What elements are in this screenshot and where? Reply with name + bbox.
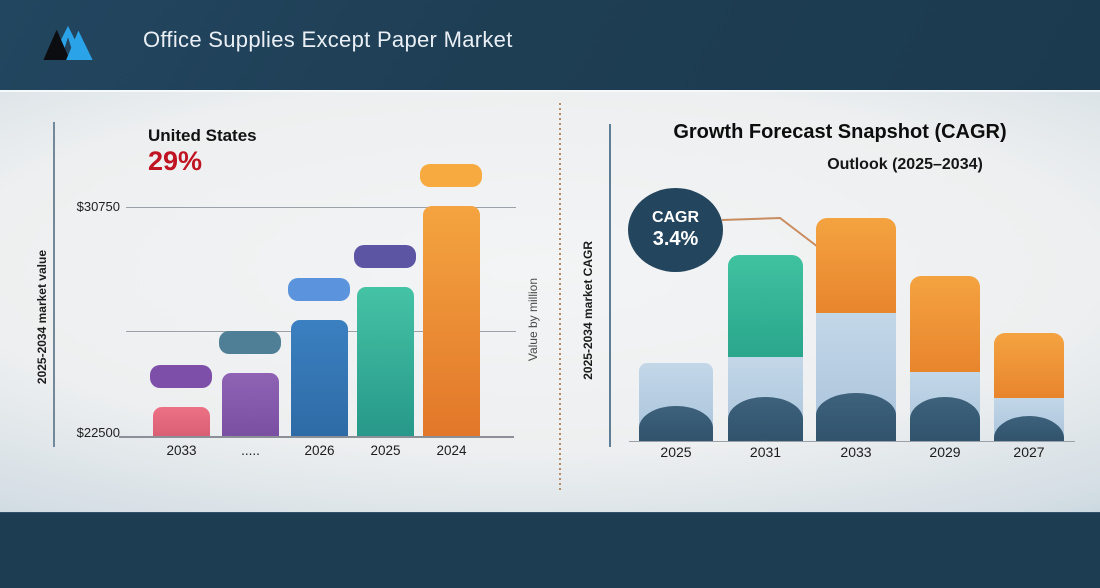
x-label-2025: 2025	[660, 444, 692, 460]
bar-2024	[423, 206, 480, 436]
bar-cap-2033	[150, 365, 212, 388]
ytick-22500: $22500	[76, 425, 120, 440]
bar-segment-top-2031	[728, 255, 803, 357]
app-footer: @ All Market Analysis Snapshot GlobalOff…	[0, 512, 1100, 588]
chart-title: Growth Forecast Snapshot (CAGR)	[673, 121, 1007, 143]
chart-subtitle: Outlook (2025–2034)	[827, 156, 983, 173]
right-y-axis-label: 2025-2034 market CAGR	[581, 240, 595, 380]
x-label-2026: 2026	[304, 443, 335, 458]
region-title: United States	[148, 126, 257, 145]
bar-2033	[153, 407, 210, 436]
right-baseline	[629, 441, 1075, 442]
x-label-2025: 2025	[370, 443, 401, 458]
section-divider	[559, 103, 561, 493]
bar-2025	[357, 287, 414, 436]
bar-2026	[291, 320, 348, 436]
bar-segment-base-2031	[728, 397, 803, 441]
x-label-2027: 2027	[1013, 444, 1045, 460]
x-label-2031: 2031	[749, 444, 782, 460]
left-y-axis-label: 2025-2034 market value	[35, 250, 49, 385]
bar-segment-base-2025	[639, 406, 713, 441]
bar-segment-base-2029	[910, 397, 980, 441]
bar-segment-top-2033	[816, 218, 896, 313]
cagr-badge-value: 3.4%	[652, 227, 699, 250]
x-label-2033: 2033	[166, 443, 197, 458]
x-label-2024: 2024	[436, 443, 467, 458]
bar-segment-top-2029	[910, 276, 980, 372]
page-title: Office Supplies Except Paper Market	[143, 27, 513, 52]
value-axis-label: Value by million	[526, 278, 540, 362]
cagr-badge: CAGR 3.4%	[628, 188, 723, 272]
right-y-axis-line	[609, 124, 611, 447]
bar-cap-2025	[354, 245, 416, 268]
bar-cap-2024	[420, 164, 482, 187]
ytick-30750: $30750	[76, 199, 120, 214]
x-label-2029: 2029	[929, 444, 961, 460]
gridline-upper	[126, 207, 516, 208]
ama-logo-icon	[43, 25, 93, 60]
x-label-.....: .....	[241, 443, 260, 458]
bar-segment-top-2027	[994, 333, 1064, 398]
bar-.....	[222, 373, 279, 436]
bar-cap-2026	[288, 278, 350, 301]
region-growth-value: 29%	[148, 146, 203, 176]
bar-segment-base-2033	[816, 393, 896, 441]
x-label-2033: 2033	[840, 444, 872, 460]
left-baseline	[119, 436, 514, 438]
left-y-axis-line	[53, 122, 55, 447]
bar-cap-.....	[219, 331, 281, 354]
cagr-badge-label: CAGR	[651, 209, 700, 227]
app-header: Office Supplies Except Paper Market	[0, 0, 1100, 90]
